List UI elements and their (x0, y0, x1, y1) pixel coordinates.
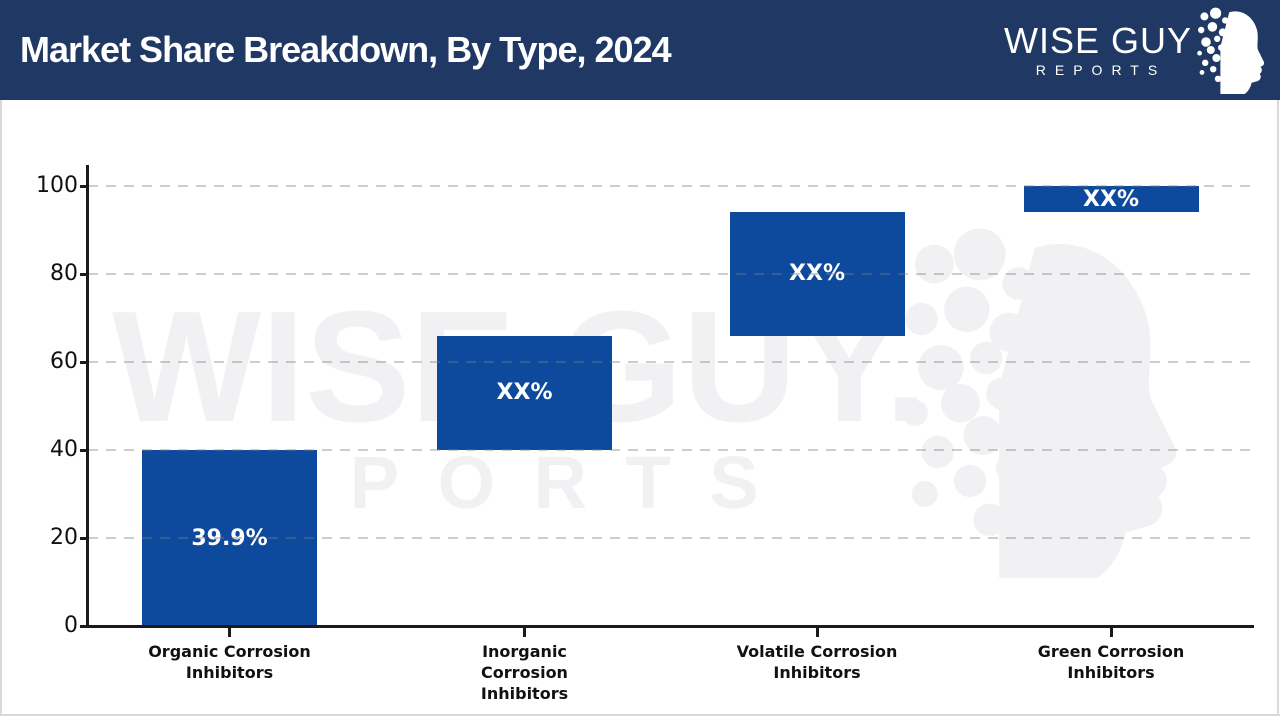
category-label-line: Corrosion (481, 663, 568, 682)
wise-guy-reports-logo: WISE GUY REPORTS (1004, 0, 1266, 100)
x-tick-3 (1109, 628, 1113, 637)
frame-border-right (1277, 100, 1279, 716)
y-tick-label-40: 40 (50, 437, 78, 462)
category-label-line: Green Corrosion (1037, 642, 1185, 661)
gridline-20 (88, 537, 1254, 539)
y-tick-label-0: 0 (64, 613, 78, 638)
chart-title: Market Share Breakdown, By Type, 2024 (20, 29, 672, 70)
bar-3: XX% (1023, 186, 1199, 213)
category-label-3: Green Corrosion Inhibitors (961, 641, 1261, 683)
y-tick-20 (80, 536, 88, 540)
bar-value-label-2: XX% (789, 261, 845, 287)
y-axis-spine (86, 165, 89, 628)
y-tick-label-80: 80 (50, 261, 78, 286)
category-label-1: Inorganic Corrosion Inhibitors (375, 641, 675, 704)
gridline-60 (88, 361, 1254, 363)
frame-border-bottom (0, 714, 1280, 716)
category-label-line: Inorganic (482, 642, 567, 661)
bar-value-label-3: XX% (1083, 186, 1139, 212)
watermark-face-logo (902, 228, 1177, 578)
frame-border-left (0, 100, 2, 716)
y-tick-80 (80, 272, 88, 276)
y-tick-label-100: 100 (36, 173, 78, 198)
bar-1: XX% (437, 335, 612, 450)
category-label-line: Inhibitors (1067, 663, 1155, 682)
y-tick-0 (80, 624, 88, 628)
logo-name-text: WISE GUY (1003, 20, 1192, 61)
logo-subtitle-text: REPORTS (1035, 62, 1167, 78)
y-tick-label-20: 20 (50, 525, 78, 550)
category-label-line: Organic Corrosion (148, 642, 311, 661)
category-label-line: Inhibitors (185, 663, 274, 682)
category-label-line: Inhibitors (773, 663, 861, 682)
category-label-line: Inhibitors (480, 684, 569, 703)
y-tick-100 (80, 184, 88, 188)
gridline-40 (88, 449, 1254, 451)
x-axis-line (86, 625, 1254, 628)
x-tick-1 (523, 628, 526, 637)
bar-value-label-0: 39.9% (191, 525, 268, 551)
gridline-100 (88, 185, 1254, 187)
bar-0: 39.9% (142, 450, 317, 626)
gridline-80 (88, 273, 1254, 275)
bar-value-label-1: XX% (496, 380, 553, 406)
header-bar: Market Share Breakdown, By Type, 2024 WI… (0, 0, 1280, 100)
x-tick-2 (815, 628, 819, 637)
y-tick-label-60: 60 (50, 349, 78, 374)
bar-2: XX% (729, 212, 905, 336)
y-tick-60 (80, 360, 88, 364)
y-tick-40 (80, 448, 88, 452)
category-label-2: Volatile Corrosion Inhibitors (667, 641, 967, 683)
category-label-0: Organic Corrosion Inhibitors (80, 641, 380, 683)
logo-text: WISE GUY REPORTS (1003, 20, 1192, 78)
logo-face-icon (1197, 7, 1265, 94)
category-label-line: Volatile Corrosion (736, 642, 898, 661)
x-tick-0 (228, 628, 231, 637)
